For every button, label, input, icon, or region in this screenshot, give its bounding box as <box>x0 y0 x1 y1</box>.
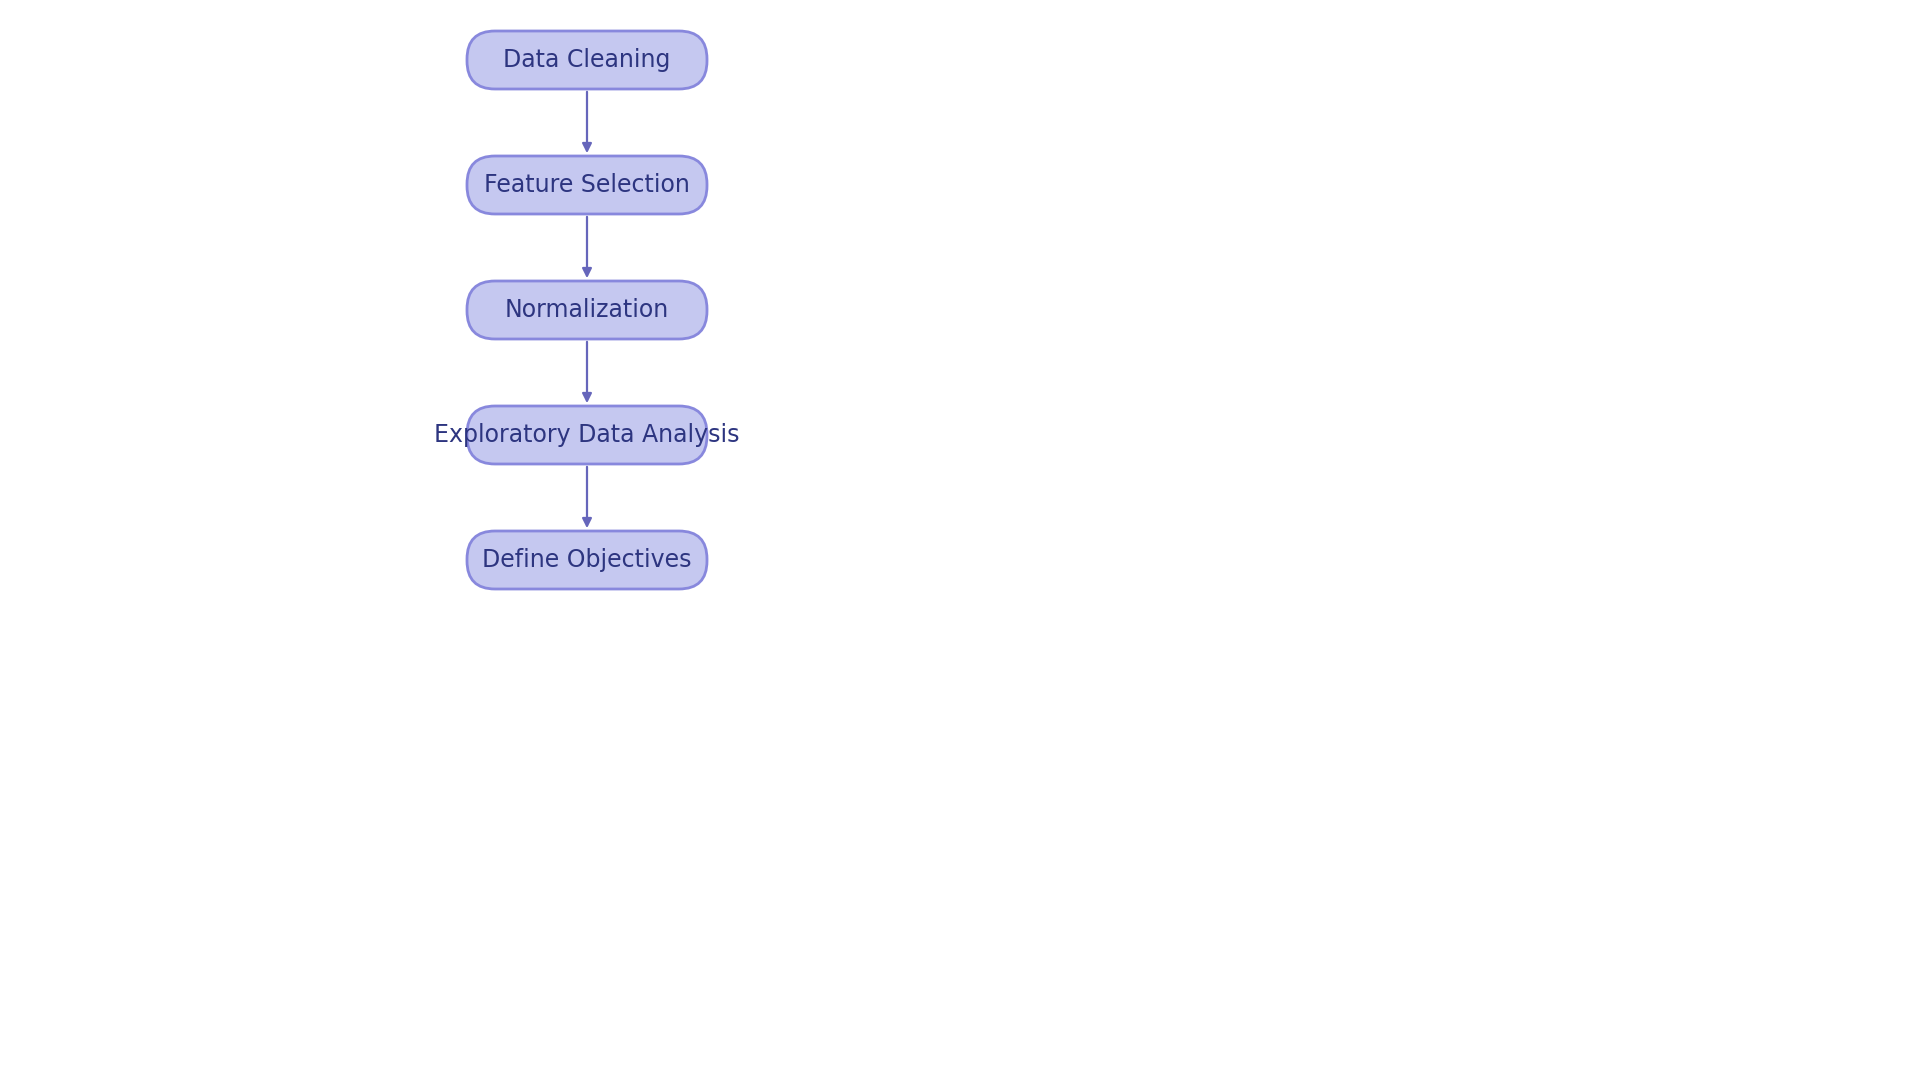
Text: Feature Selection: Feature Selection <box>484 173 689 197</box>
FancyBboxPatch shape <box>467 280 707 339</box>
Text: Define Objectives: Define Objectives <box>482 548 691 572</box>
FancyBboxPatch shape <box>467 406 707 464</box>
Text: Data Cleaning: Data Cleaning <box>503 48 670 71</box>
FancyBboxPatch shape <box>467 531 707 589</box>
FancyBboxPatch shape <box>467 156 707 214</box>
Text: Exploratory Data Analysis: Exploratory Data Analysis <box>434 423 739 447</box>
FancyBboxPatch shape <box>467 31 707 89</box>
Text: Normalization: Normalization <box>505 298 670 322</box>
